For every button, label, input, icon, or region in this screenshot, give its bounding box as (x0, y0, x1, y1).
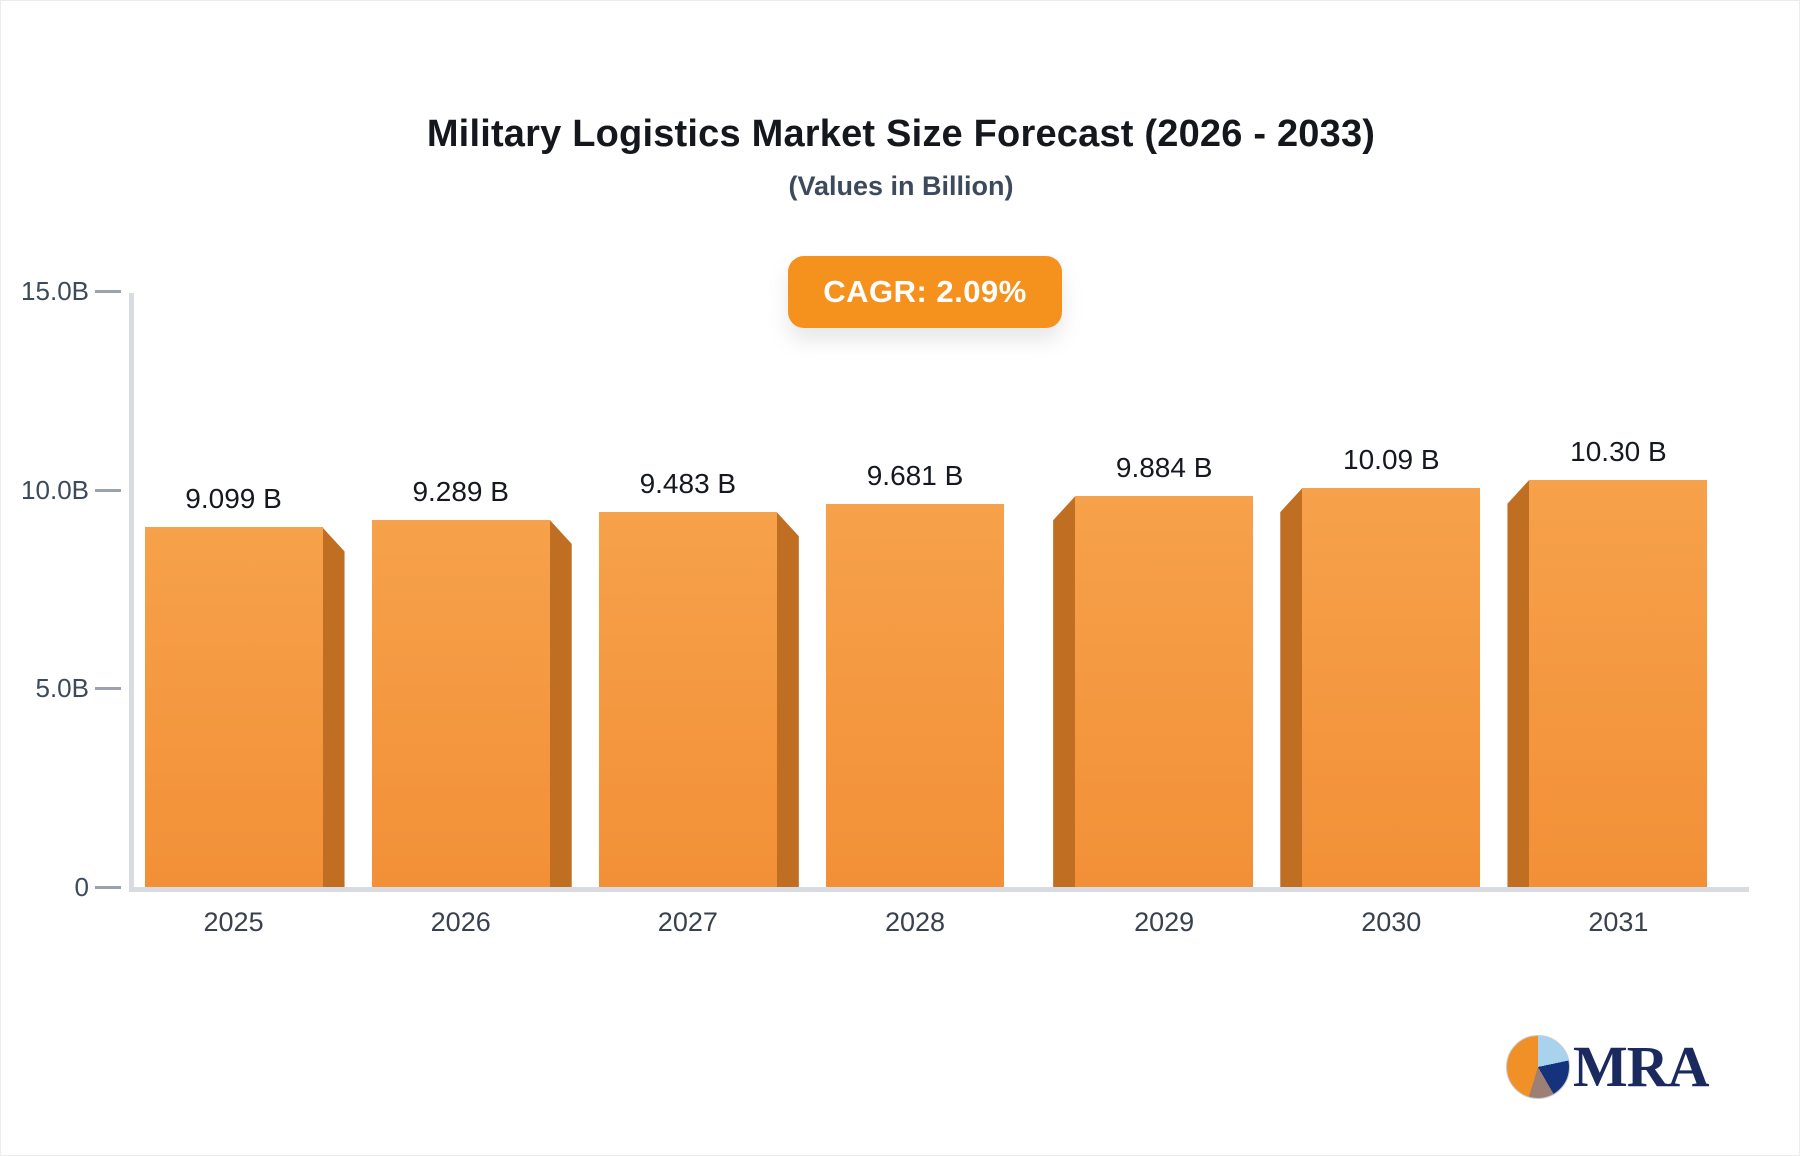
x-axis-category-label: 2026 (430, 907, 491, 937)
bar (1075, 496, 1254, 887)
y-axis-line (129, 293, 134, 889)
pie-chart-logo-icon (1506, 1035, 1570, 1099)
bar-value-label: 9.884 B (1115, 452, 1213, 484)
y-tick-label: 0 (74, 872, 89, 902)
mra-logo: MRA (1506, 1034, 1710, 1099)
y-tick-dash (95, 687, 121, 691)
bar-3d-side (1280, 488, 1303, 887)
cagr-badge-label: CAGR: 2.09% (823, 274, 1027, 309)
cagr-badge: CAGR: 2.09% (788, 256, 1062, 328)
bar (1302, 488, 1481, 887)
chart-title: Military Logistics Market Size Forecast … (426, 113, 1376, 155)
bar (371, 519, 550, 887)
y-tick-dash (95, 488, 121, 492)
x-axis-category-label: 2025 (203, 907, 264, 937)
bar-3d-side (1053, 496, 1076, 887)
x-axis-category-label: 2031 (1588, 907, 1649, 937)
bar-3d-side (549, 519, 572, 887)
x-axis-category-label: 2027 (657, 907, 718, 937)
chart-subtitle: (Values in Billion) (788, 171, 1014, 201)
x-axis-line (129, 887, 1749, 892)
bar-value-label: 10.09 B (1343, 444, 1440, 476)
bar (826, 504, 1004, 887)
bar-3d-side (322, 527, 345, 887)
y-tick-label: 5.0B (35, 673, 90, 704)
x-axis-category-label: 2030 (1361, 907, 1422, 937)
y-tick-label: 10.0B (21, 474, 89, 505)
y-tick-dash (95, 886, 121, 889)
bar-value-label: 9.483 B (639, 468, 737, 500)
logo-text: MRA (1573, 1034, 1710, 1099)
bar (598, 512, 777, 887)
bar-3d-side (1507, 479, 1530, 887)
bar (144, 527, 323, 887)
bar-value-label: 9.289 B (412, 475, 509, 507)
bar-value-label: 10.30 B (1570, 435, 1667, 467)
bar (1529, 479, 1708, 887)
bar-value-label: 9.681 B (866, 460, 964, 492)
y-tick-label: 15.0B (21, 276, 89, 306)
x-axis-category-label: 2029 (1134, 907, 1195, 937)
y-tick-dash (95, 290, 121, 293)
bar-value-label: 9.099 B (185, 483, 282, 515)
bar-3d-side (776, 512, 799, 887)
x-axis-category-label: 2028 (884, 907, 946, 937)
